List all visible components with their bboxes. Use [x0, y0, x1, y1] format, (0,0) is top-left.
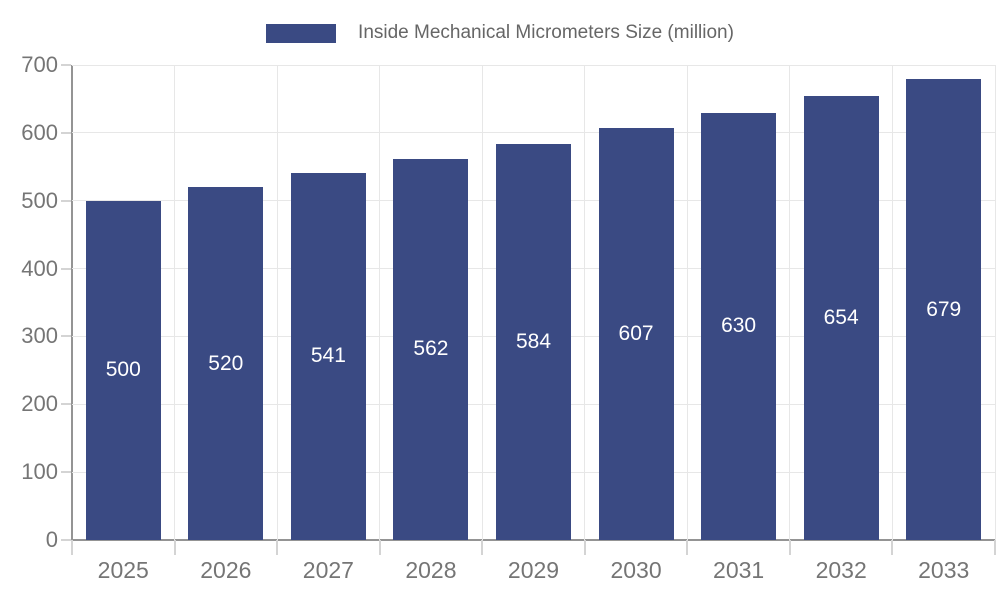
- grid-line-vertical: [891, 65, 893, 540]
- y-tick-label: 400: [21, 255, 58, 281]
- x-axis-tick: [788, 540, 791, 555]
- grid-line-vertical: [686, 65, 688, 540]
- x-axis-tick: [891, 540, 894, 555]
- bar: 654: [803, 96, 879, 540]
- x-axis-tick: [173, 540, 176, 555]
- x-tick-label: 2032: [815, 557, 867, 583]
- y-axis-tick: [61, 199, 71, 202]
- x-axis-tick: [71, 540, 73, 555]
- grid-line-vertical: [584, 65, 586, 540]
- x-tick-label: 2027: [302, 557, 354, 583]
- y-tick-label: 300: [21, 323, 58, 349]
- legend-label: Inside Mechanical Micrometers Size (mill…: [358, 22, 734, 43]
- y-axis-tick: [61, 539, 71, 541]
- grid-line-vertical: [481, 65, 483, 540]
- x-axis-tick: [378, 540, 381, 555]
- x-tick-label: 2025: [97, 557, 149, 583]
- x-axis-tick: [481, 540, 484, 555]
- x-axis-tick: [686, 540, 689, 555]
- x-axis-line: [71, 539, 996, 541]
- x-tick-label: 2030: [610, 557, 662, 583]
- bar: 630: [701, 112, 777, 540]
- x-tick-label: 2028: [405, 557, 457, 583]
- grid-line-vertical: [789, 65, 791, 540]
- x-tick-label: 2033: [918, 557, 970, 583]
- y-tick-label: 200: [21, 391, 58, 417]
- bar: 500: [85, 200, 161, 540]
- bar-value-label: 562: [413, 337, 449, 361]
- x-tick-label: 2029: [507, 557, 560, 583]
- bar: 584: [496, 143, 571, 540]
- y-axis-tick: [61, 335, 71, 338]
- bar-value-label: 520: [208, 351, 244, 375]
- bar-value-label: 541: [310, 344, 346, 368]
- grid-line-horizontal: [72, 64, 995, 66]
- y-axis-tick: [61, 267, 71, 270]
- legend-item[interactable]: Inside Mechanical Micrometers Size (mill…: [0, 22, 1000, 44]
- y-tick-label: 700: [21, 52, 58, 77]
- x-axis-tick: [583, 540, 586, 555]
- grid-line-vertical: [379, 65, 381, 540]
- y-axis-tick: [61, 471, 71, 474]
- x-axis-tick: [994, 540, 996, 555]
- x-tick-label: 2031: [713, 557, 765, 583]
- x-axis-tick: [276, 540, 279, 555]
- grid-line-vertical: [174, 65, 176, 540]
- bar-value-label: 584: [515, 329, 552, 353]
- plot-area: 500 520 541 562 584 607 630 654 679: [61, 64, 996, 541]
- y-tick-label: 0: [45, 527, 58, 552]
- bar: 607: [598, 128, 674, 540]
- bar-value-label: 500: [105, 358, 141, 382]
- grid-line-vertical: [994, 65, 996, 540]
- x-tick-label: 2026: [200, 557, 252, 583]
- y-tick-label: 100: [21, 459, 58, 485]
- grid-line-horizontal: [72, 132, 995, 134]
- bar: 520: [188, 187, 264, 540]
- bar: 679: [906, 79, 982, 540]
- y-tick-label: 500: [21, 187, 58, 213]
- y-axis-tick: [61, 403, 71, 406]
- legend-swatch: [266, 23, 337, 43]
- bar-value-label: 679: [926, 297, 962, 321]
- bar-value-label: 654: [823, 306, 859, 330]
- y-axis-tick: [61, 64, 71, 66]
- grid-line-vertical: [276, 65, 278, 540]
- y-axis-line: [71, 65, 73, 540]
- bar-value-label: 607: [618, 322, 654, 346]
- bar: 562: [393, 158, 469, 540]
- y-tick-label: 600: [21, 119, 58, 145]
- bar-value-label: 630: [721, 314, 757, 338]
- y-axis-tick: [61, 131, 71, 134]
- bar: 541: [290, 172, 366, 540]
